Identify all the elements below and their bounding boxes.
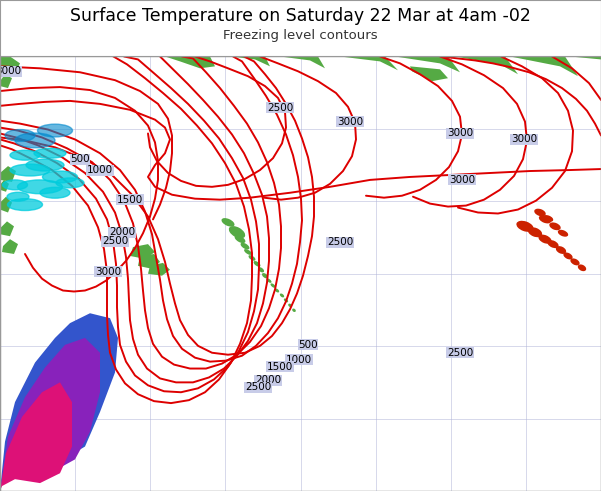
Ellipse shape bbox=[275, 289, 279, 293]
Text: 2000: 2000 bbox=[255, 376, 281, 385]
Text: Freezing level contours: Freezing level contours bbox=[223, 29, 378, 42]
Ellipse shape bbox=[240, 243, 249, 249]
Ellipse shape bbox=[280, 294, 284, 298]
Ellipse shape bbox=[284, 299, 288, 302]
Polygon shape bbox=[337, 56, 398, 70]
Text: 3000: 3000 bbox=[511, 135, 537, 144]
Ellipse shape bbox=[288, 303, 292, 307]
Polygon shape bbox=[393, 56, 460, 72]
Ellipse shape bbox=[40, 188, 70, 198]
Ellipse shape bbox=[556, 246, 566, 254]
Text: 1000: 1000 bbox=[87, 165, 113, 175]
Ellipse shape bbox=[534, 209, 546, 217]
Polygon shape bbox=[130, 244, 155, 259]
Polygon shape bbox=[0, 221, 14, 236]
Ellipse shape bbox=[7, 199, 43, 211]
Polygon shape bbox=[0, 56, 20, 73]
Ellipse shape bbox=[578, 265, 586, 271]
Text: 2500: 2500 bbox=[447, 348, 473, 358]
Polygon shape bbox=[0, 166, 16, 182]
Polygon shape bbox=[228, 56, 270, 66]
Ellipse shape bbox=[26, 159, 64, 171]
Polygon shape bbox=[452, 56, 518, 74]
Ellipse shape bbox=[548, 240, 559, 248]
Ellipse shape bbox=[244, 249, 252, 255]
Ellipse shape bbox=[516, 221, 534, 232]
Ellipse shape bbox=[543, 215, 554, 222]
Text: 2500: 2500 bbox=[267, 103, 293, 113]
Ellipse shape bbox=[262, 273, 268, 278]
Ellipse shape bbox=[558, 230, 568, 237]
Ellipse shape bbox=[34, 148, 66, 158]
Text: 1500: 1500 bbox=[267, 361, 293, 372]
Text: 1500: 1500 bbox=[117, 194, 143, 205]
Ellipse shape bbox=[570, 258, 579, 265]
Text: 3000: 3000 bbox=[447, 129, 473, 138]
Text: 500: 500 bbox=[298, 340, 318, 350]
Ellipse shape bbox=[292, 308, 296, 312]
Polygon shape bbox=[410, 66, 448, 81]
Ellipse shape bbox=[563, 252, 573, 259]
Ellipse shape bbox=[249, 255, 255, 261]
Ellipse shape bbox=[528, 227, 542, 237]
Text: 2500: 2500 bbox=[245, 382, 271, 392]
Text: 2500: 2500 bbox=[102, 236, 128, 246]
Ellipse shape bbox=[266, 278, 272, 283]
Text: 1000: 1000 bbox=[286, 355, 312, 365]
Text: Surface Temperature on Saturday 22 Mar at 4am -02: Surface Temperature on Saturday 22 Mar a… bbox=[70, 7, 531, 25]
Polygon shape bbox=[570, 56, 601, 59]
Ellipse shape bbox=[222, 218, 234, 227]
Polygon shape bbox=[0, 338, 100, 491]
Ellipse shape bbox=[2, 180, 28, 190]
Text: 3000: 3000 bbox=[449, 175, 475, 185]
Polygon shape bbox=[508, 56, 578, 76]
Ellipse shape bbox=[258, 267, 264, 273]
Text: 500: 500 bbox=[70, 154, 90, 164]
Ellipse shape bbox=[5, 130, 35, 141]
Ellipse shape bbox=[43, 171, 78, 183]
Polygon shape bbox=[2, 239, 18, 254]
Ellipse shape bbox=[270, 283, 275, 288]
Text: 3000: 3000 bbox=[0, 66, 21, 76]
Ellipse shape bbox=[15, 133, 55, 148]
Polygon shape bbox=[0, 74, 12, 88]
Polygon shape bbox=[162, 56, 215, 68]
Ellipse shape bbox=[539, 216, 551, 223]
Ellipse shape bbox=[10, 150, 40, 160]
Ellipse shape bbox=[538, 235, 552, 244]
Ellipse shape bbox=[229, 226, 245, 239]
Text: 2500: 2500 bbox=[327, 237, 353, 247]
Text: 3000: 3000 bbox=[337, 117, 363, 127]
Text: 3000: 3000 bbox=[95, 267, 121, 277]
Polygon shape bbox=[278, 56, 325, 68]
Ellipse shape bbox=[7, 192, 29, 201]
Ellipse shape bbox=[254, 261, 260, 267]
Text: 2000: 2000 bbox=[109, 227, 135, 237]
Polygon shape bbox=[148, 263, 170, 276]
Polygon shape bbox=[0, 197, 12, 213]
Ellipse shape bbox=[10, 164, 50, 176]
Ellipse shape bbox=[17, 180, 63, 194]
Ellipse shape bbox=[56, 178, 84, 188]
Ellipse shape bbox=[234, 235, 245, 243]
Polygon shape bbox=[0, 180, 9, 192]
Polygon shape bbox=[138, 254, 160, 269]
Ellipse shape bbox=[549, 222, 561, 230]
Polygon shape bbox=[0, 382, 72, 491]
Ellipse shape bbox=[37, 124, 73, 137]
Polygon shape bbox=[0, 313, 118, 491]
